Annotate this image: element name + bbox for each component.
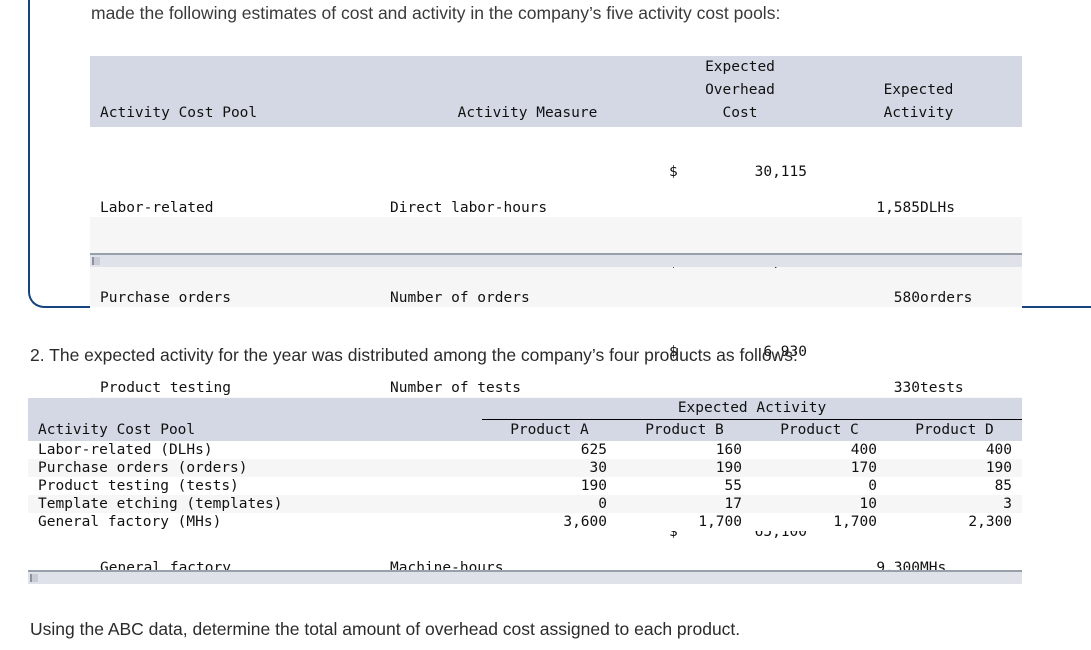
overhead-header-activity-line2: Activity <box>815 102 1022 127</box>
overhead-header-row-3: Activity Cost Pool Activity Measure Cost… <box>90 102 1022 127</box>
overhead-header-blank-6 <box>390 79 665 102</box>
activity-table-body: Labor-related (DLHs) 625 160 400 400 Pur… <box>28 441 1023 531</box>
expected-activity-table: Expected Activity Activity Cost Pool Pro… <box>28 398 1023 531</box>
overhead-cell-activity: 1,585 <box>876 200 920 216</box>
intro-text-line-1: made the following estimates of cost and… <box>91 3 781 23</box>
overhead-header-blank-3 <box>815 56 920 79</box>
activity-table-horizontal-scrollbar[interactable] <box>28 570 1022 584</box>
overhead-header-row-1: Expected <box>90 56 1022 79</box>
overhead-cost-value: 6,930 <box>763 344 807 360</box>
activity-cell-product-c: 0 <box>868 478 877 494</box>
overhead-cell-unit: tests <box>920 380 964 396</box>
activity-cell-product-a: 190 <box>580 478 607 494</box>
currency-symbol: $ <box>669 434 678 450</box>
intro-text-line-2: 2. The expected activity for the year wa… <box>30 345 798 365</box>
overhead-cell-cost: $ 30,115 <box>665 127 815 217</box>
table-row: Product testing Number of tests $ 6,930 … <box>90 307 1022 397</box>
overhead-header-blank-2 <box>390 56 665 79</box>
overhead-header-row-2: Overhead Expected <box>90 79 1022 102</box>
overhead-header-blank-1 <box>90 56 390 79</box>
overhead-cell-activity: 30 <box>902 470 920 486</box>
activity-cell-pool: Purchase orders (orders) <box>38 460 248 476</box>
activity-cell-pool: Template etching (templates) <box>38 496 283 512</box>
overhead-cell-cost: $ 65,100 <box>665 487 815 577</box>
currency-symbol: $ <box>669 524 678 540</box>
scrollbar-thumb[interactable] <box>92 257 100 265</box>
activity-cell-product-d: 190 <box>985 460 1013 476</box>
activity-table-head: Expected Activity Activity Cost Pool Pro… <box>28 398 1023 441</box>
overhead-header-cost-line1: Expected <box>665 56 815 79</box>
table-row: Template etching (templates) 0 17 10 3 <box>28 495 1023 513</box>
activity-cell-product-c: 170 <box>850 460 877 476</box>
activity-header-pool: Activity Cost Pool <box>28 419 482 441</box>
table-row: Labor-related Direct labor-hours $ 30,11… <box>90 127 1022 217</box>
activity-cell-product-a: 3,600 <box>563 514 607 530</box>
activity-cell-product-a: 0 <box>598 496 607 512</box>
overhead-cell-pool: Template etching <box>100 470 240 486</box>
activity-cell-pool: General factory (MHs) <box>38 514 222 530</box>
activity-cell-pool: Labor-related (DLHs) <box>38 442 213 458</box>
overhead-cell-pool: Labor-related <box>100 200 214 216</box>
activity-cell-product-a: 30 <box>589 460 607 476</box>
overhead-cost-value: 65,100 <box>754 524 807 540</box>
overhead-cell-activity: 330 <box>893 380 920 396</box>
scrollbar-thumb[interactable] <box>30 574 38 582</box>
activity-cell-product-c: 1,700 <box>833 514 877 530</box>
overhead-cell-activity: 580 <box>893 290 920 306</box>
overhead-cell-pool: Purchase orders <box>100 290 231 306</box>
activity-cell-product-b: 1,700 <box>698 514 742 530</box>
activity-header-blank <box>28 398 482 420</box>
overhead-header-pool: Activity Cost Pool <box>90 102 390 127</box>
overhead-cell-measure: Number of tests <box>390 380 521 396</box>
overhead-cell-pool: Product testing <box>100 380 231 396</box>
activity-cell-product-c: 400 <box>850 442 877 458</box>
activity-header-product-b: Product B <box>617 419 752 441</box>
activity-header-span: Expected Activity <box>482 398 1023 420</box>
table-row: Product testing (tests) 190 55 0 85 <box>28 477 1023 495</box>
closing-instruction-text: Using the ABC data, determine the total … <box>30 619 741 639</box>
activity-cell-product-a: 625 <box>580 442 607 458</box>
activity-header-row-1: Expected Activity <box>28 398 1023 420</box>
overhead-cell-measure: Number of templates <box>390 470 556 486</box>
activity-cell-pool: Product testing (tests) <box>38 478 239 494</box>
activity-cell-product-d: 85 <box>994 478 1013 494</box>
overhead-cost-value: 30,115 <box>754 164 807 180</box>
overhead-cell-unit: orders <box>920 290 973 306</box>
overhead-cell-unit: DLHs <box>920 200 955 216</box>
currency-symbol: $ <box>669 164 678 180</box>
table-row: Purchase orders (orders) 30 190 170 190 <box>28 459 1023 477</box>
activity-header-product-d: Product D <box>887 419 1023 441</box>
overhead-table-horizontal-scrollbar[interactable] <box>90 253 1022 267</box>
overhead-cell-measure: Number of orders <box>390 290 530 306</box>
overhead-table-head: Expected Overhead Expected Activity Cost… <box>90 56 1022 127</box>
overhead-header-blank-4 <box>920 56 1022 79</box>
overhead-cell-unit: templates <box>920 470 999 486</box>
activity-cell-product-b: 190 <box>715 460 742 476</box>
overhead-cell-cost: $ 6,930 <box>665 307 815 397</box>
activity-cell-product-d: 400 <box>985 442 1013 458</box>
overhead-header-measure: Activity Measure <box>390 102 665 127</box>
activity-cell-product-d: 2,300 <box>968 514 1013 530</box>
activity-cell-product-b: 55 <box>724 478 742 494</box>
activity-cell-product-b: 17 <box>724 496 742 512</box>
activity-cell-product-c: 10 <box>859 496 877 512</box>
activity-cell-product-b: 160 <box>715 442 742 458</box>
currency-symbol: $ <box>669 344 678 360</box>
activity-cell-product-d: 3 <box>1003 496 1013 512</box>
activity-header-product-a: Product A <box>482 419 617 441</box>
overhead-header-activity-line1: Expected <box>815 79 1022 102</box>
activity-header-row-2: Activity Cost Pool Product A Product B P… <box>28 419 1023 441</box>
table-row: General factory (MHs) 3,600 1,700 1,700 … <box>28 513 1023 531</box>
overhead-cell-measure: Direct labor-hours <box>390 200 548 216</box>
overhead-header-cost-line2: Overhead <box>665 79 815 102</box>
overhead-header-blank-5 <box>90 79 390 102</box>
table-row: Labor-related (DLHs) 625 160 400 400 <box>28 441 1023 459</box>
overhead-header-cost-line3: Cost <box>665 102 815 127</box>
activity-header-product-c: Product C <box>752 419 887 441</box>
